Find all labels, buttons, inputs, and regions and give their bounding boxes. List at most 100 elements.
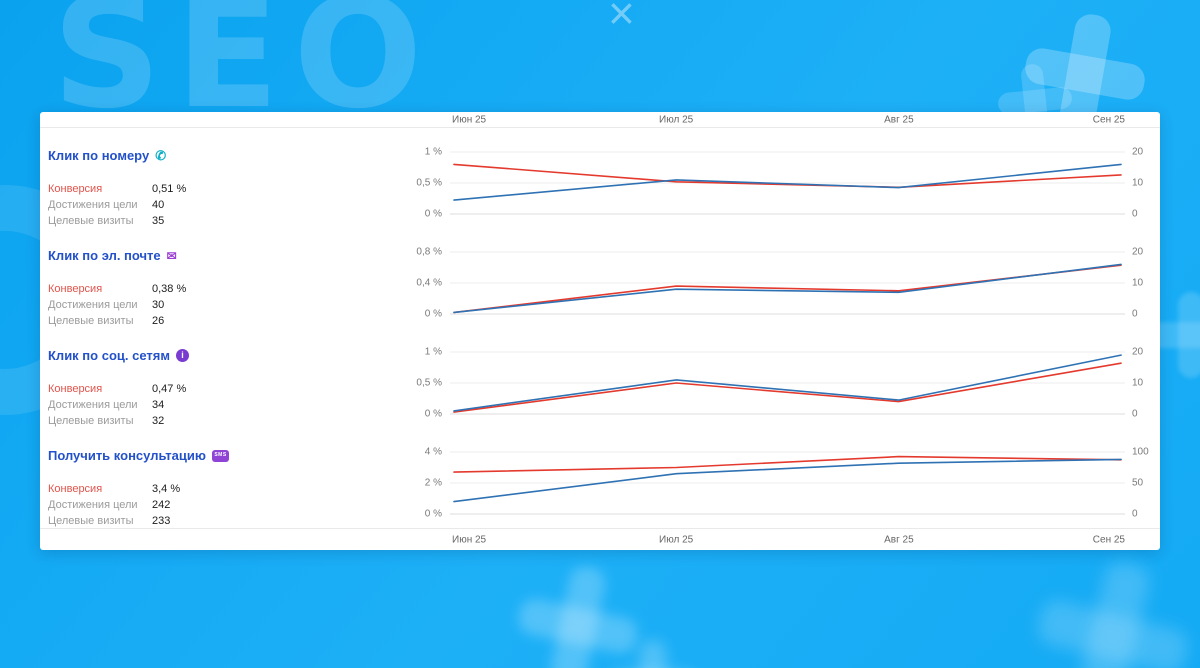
metric-label: Целевые визиты [48,415,134,427]
metric-value: 3,4 % [152,483,181,495]
metric-label: Достижения цели [48,399,138,411]
metric-value: 40 [152,199,165,211]
left-axis: 0,8 % 0,4 % 0 % [392,246,450,320]
metric-value: 0,47 % [152,383,187,395]
right-axis-tick-label: 100 [1132,446,1149,458]
right-axis: 100 50 0 [1125,446,1155,520]
goal-row: Клик по номеру ✆ Конверсия 0,51 % Достиж… [40,128,1160,228]
chat-icon: SMS [212,449,229,462]
right-axis-tick-label: 50 [1132,477,1144,489]
metric-label: Конверсия [48,483,103,495]
axis-month-label: Сен 25 [1092,114,1125,125]
goal-row: Получить консультацию SMS Конверсия 3,4 … [40,428,1160,528]
visits-line [453,458,1122,503]
right-axis-tick-label: 0 [1132,208,1138,220]
goal-row: Клик по соц. сетям i Конверсия 0,47 % До… [40,328,1160,428]
metric-label: Конверсия [48,383,103,395]
x-decor-mark: × [608,0,635,39]
visits-line [453,163,1122,201]
visits-line [453,263,1122,314]
goal-chart-plot[interactable] [450,250,1125,316]
email-icon: ✉ [166,248,177,263]
right-axis: 20 10 0 [1125,246,1155,320]
left-axis: 1 % 0,5 % 0 % [392,347,450,420]
goal-title-text: Клик по соц. сетям [48,348,170,363]
left-axis: 1 % 0,5 % 0 % [392,146,450,220]
metric-target-visits: Целевые визиты 32 [48,413,388,429]
metric-value: 0,38 % [152,283,187,295]
metric-value: 233 [152,515,171,527]
left-axis-tick-label: 0,4 % [416,277,442,289]
metric-target-visits: Целевые визиты 35 [48,213,388,229]
metric-value: 32 [152,415,165,427]
right-axis-tick-label: 20 [1132,146,1144,158]
right-axis-tick-label: 0 [1132,308,1138,320]
goal-chart: 4 % 2 % 0 % 100 50 0 [392,446,1155,520]
goal-chart: 1 % 0,5 % 0 % 20 10 0 [392,346,1155,420]
phone-icon: ✆ [155,148,167,163]
metric-target-visits: Целевые визиты 233 [48,513,388,529]
social-network-icon: i [175,349,189,362]
goal-title-text: Клик по номеру [48,148,150,163]
left-axis-tick-label: 0,5 % [416,177,442,189]
metric-goal-reaches: Достижения цели 242 [48,497,388,513]
goal-title-text: Получить консультацию [48,448,206,463]
metric-value: 30 [152,299,165,311]
axis-month-label: Июл 25 [659,114,694,125]
plus-icon [608,640,698,668]
right-axis-tick-label: 0 [1132,408,1138,420]
goal-chart: 1 % 0,5 % 0 % 20 10 0 [392,146,1155,220]
metric-value: 0,51 % [152,183,187,195]
goals-report-card: Июн 25 Июл 25 Авг 25 Сен 25 Клик по номе… [40,112,1160,550]
axis-month-label: Сен 25 [1092,534,1125,545]
goal-chart-plot[interactable] [450,150,1125,216]
goal-chart: 0,8 % 0,4 % 0 % 20 10 0 [392,246,1155,320]
goal-title-link[interactable]: Клик по эл. почте ✉ [48,248,388,263]
metric-label: Целевые визиты [48,215,134,227]
goal-title-link[interactable]: Клик по номеру ✆ [48,148,388,163]
metric-goal-reaches: Достижения цели 30 [48,297,388,313]
goal-title-link[interactable]: Получить консультацию SMS [48,448,388,463]
left-axis-tick-label: 4 % [424,446,442,458]
axis-month-label: Июн 25 [452,114,487,125]
left-axis-tick-label: 0 % [424,408,442,420]
goal-title-text: Клик по эл. почте [48,248,161,263]
right-axis-tick-label: 20 [1132,246,1144,258]
visits-line [453,354,1122,412]
right-axis: 20 10 0 [1125,346,1155,420]
metric-conversion: Конверсия 0,38 % [48,281,388,297]
left-axis-tick-label: 0,5 % [416,377,442,389]
left-axis-tick-label: 0 % [424,308,442,320]
goal-row: Клик по эл. почте ✉ Конверсия 0,38 % Дос… [40,228,1160,328]
metric-label: Достижения цели [48,199,138,211]
metric-label: Конверсия [48,283,103,295]
metric-conversion: Конверсия 0,51 % [48,181,388,197]
metric-label: Достижения цели [48,499,138,511]
left-axis: 4 % 2 % 0 % [392,446,450,520]
goal-chart-plot[interactable] [450,450,1125,516]
axis-month-label: Авг 25 [884,114,914,125]
seo-watermark: SEO [52,0,437,142]
conversion-line [453,455,1122,473]
metric-conversion: Конверсия 0,47 % [48,381,388,397]
metric-target-visits: Целевые визиты 26 [48,313,388,329]
metric-label: Целевые визиты [48,515,134,527]
goal-chart-plot[interactable] [450,350,1125,416]
metric-goal-reaches: Достижения цели 34 [48,397,388,413]
axis-month-label: Июн 25 [452,534,487,545]
right-axis-tick-label: 10 [1132,177,1144,189]
left-axis-tick-label: 0,8 % [416,246,442,258]
left-axis-tick-label: 1 % [424,146,442,158]
metric-goal-reaches: Достижения цели 40 [48,197,388,213]
metric-label: Конверсия [48,183,103,195]
chart-top-axis: Июн 25 Июл 25 Авг 25 Сен 25 [40,112,1160,128]
axis-month-label: Авг 25 [884,534,914,545]
conversion-line [453,362,1122,413]
conversion-line [453,264,1122,314]
goal-title-link[interactable]: Клик по соц. сетям i [48,348,388,363]
right-axis-tick-label: 20 [1132,346,1144,358]
metric-conversion: Конверсия 3,4 % [48,481,388,497]
metric-value: 26 [152,315,165,327]
chart-bottom-axis: Июн 25 Июл 25 Авг 25 Сен 25 [40,528,1160,550]
right-axis: 20 10 0 [1125,146,1155,220]
